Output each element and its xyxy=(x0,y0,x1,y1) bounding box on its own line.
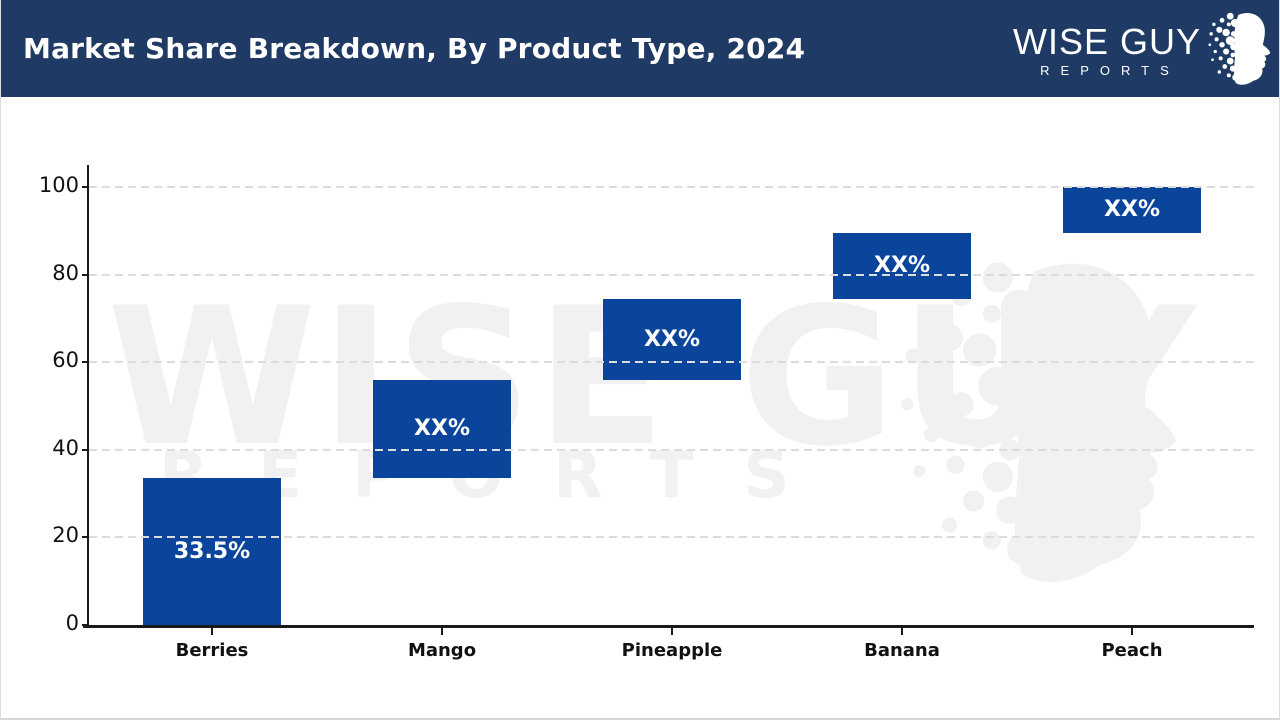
x-axis-line xyxy=(83,625,1254,628)
y-tick-label: 40 xyxy=(52,435,79,460)
logo-text: WISE GUY REPORTS xyxy=(1013,23,1201,78)
bar-value-label: XX% xyxy=(644,326,700,352)
x-category-label: Peach xyxy=(1101,640,1163,661)
gridline xyxy=(89,273,1254,276)
y-axis-line xyxy=(87,165,89,628)
y-tick-label: 20 xyxy=(52,523,79,548)
logo-subtext: REPORTS xyxy=(1040,62,1180,78)
bar-value-label: XX% xyxy=(1104,197,1160,223)
y-tick-label: 80 xyxy=(52,260,79,285)
y-tick-label: 100 xyxy=(38,173,79,197)
gridline xyxy=(89,536,1254,539)
x-tick-mark xyxy=(211,628,213,635)
gridline xyxy=(89,186,1254,188)
y-tick-mark xyxy=(82,361,89,364)
bar-pineapple: XX% xyxy=(603,298,741,380)
bar-value-label: XX% xyxy=(414,416,470,442)
bar-peach: XX% xyxy=(1063,187,1201,233)
y-tick-mark xyxy=(82,536,89,539)
gridline xyxy=(89,448,1254,451)
y-tick-mark xyxy=(82,273,89,276)
header-bar: Market Share Breakdown, By Product Type,… xyxy=(1,0,1279,97)
y-tick-label: 60 xyxy=(52,348,79,373)
bar-banana: XX% xyxy=(833,232,971,299)
bar-berries: 33.5% xyxy=(143,478,281,625)
y-tick-mark xyxy=(82,186,89,188)
x-tick-mark xyxy=(1131,628,1133,635)
x-category-label: Mango xyxy=(407,640,477,661)
x-category-label: Pineapple xyxy=(621,640,723,661)
x-tick-mark xyxy=(671,628,673,635)
x-category-label: Banana xyxy=(864,640,940,661)
y-tick-label: 0 xyxy=(65,611,79,635)
x-tick-mark xyxy=(441,628,443,635)
x-tick-mark xyxy=(901,628,903,635)
y-tick-mark xyxy=(82,448,89,451)
logo-wordmark: WISE GUY xyxy=(1012,21,1201,63)
dotted-head-profile-icon xyxy=(1208,12,1271,85)
gridline xyxy=(89,361,1254,364)
wiseguy-logo: WISE GUY REPORTS xyxy=(1013,9,1271,88)
chart-title: Market Share Breakdown, By Product Type,… xyxy=(23,32,806,65)
bar-mango: XX% xyxy=(373,379,511,479)
bar-value-label: 33.5% xyxy=(173,539,251,565)
x-category-label: Berries xyxy=(175,640,249,661)
